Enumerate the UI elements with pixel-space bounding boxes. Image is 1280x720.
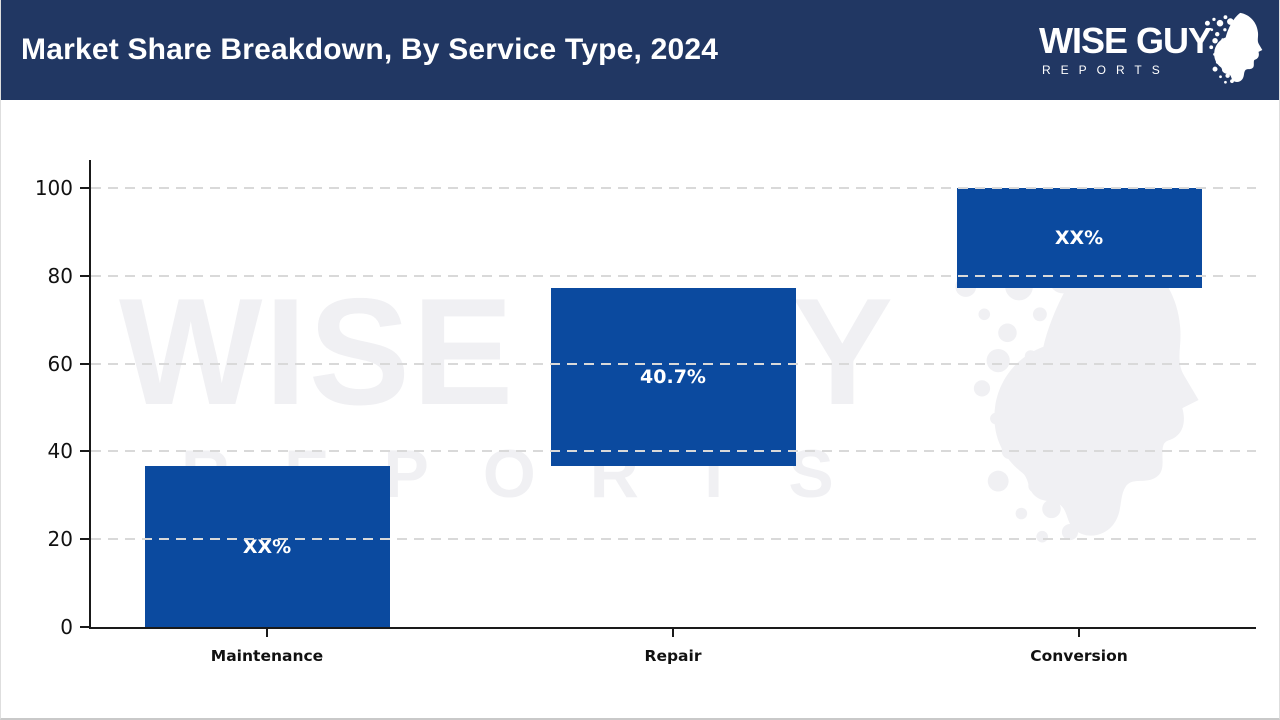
y-axis-label: 80	[47, 263, 73, 288]
header: Market Share Breakdown, By Service Type,…	[1, 0, 1279, 100]
y-axis-label: 20	[47, 527, 73, 552]
y-axis-label: 100	[34, 176, 73, 200]
bar-value-label: XX%	[1054, 226, 1104, 249]
bar-value-label: XX%	[242, 535, 292, 558]
x-axis-label: Maintenance	[210, 647, 324, 665]
bar-maintenance: XX%	[144, 466, 390, 627]
x-axis-tick	[266, 629, 268, 637]
y-axis-label: 40	[47, 439, 73, 464]
x-axis-label: Repair	[644, 647, 702, 665]
y-axis-label: 60	[47, 351, 73, 376]
gridline	[91, 274, 1256, 277]
y-axis-tick	[80, 626, 89, 628]
y-axis-tick	[80, 538, 89, 541]
plot-area: 0 20 40 60 80 100 XX% Maintenance 40.7% Repair XX%…	[35, 160, 1256, 665]
x-axis-tick	[672, 629, 674, 637]
logo-face-icon	[1199, 9, 1265, 91]
bar-repair: 40.7%	[550, 287, 796, 467]
x-axis-label: Conversion	[1030, 647, 1128, 665]
bar-value-label: 40.7%	[640, 365, 706, 388]
gridline	[91, 450, 1256, 453]
logo-wordmark: WISE GUY	[1038, 20, 1212, 61]
y-axis-tick	[80, 362, 89, 365]
logo-text: WISE GUY REPORTS	[1038, 20, 1212, 78]
y-axis-tick	[80, 274, 89, 277]
wiseguy-logo: WISE GUY REPORTS	[1039, 8, 1265, 92]
y-axis-label: 0	[60, 615, 73, 639]
x-axis-tick	[1078, 629, 1080, 637]
gridline	[91, 187, 1256, 189]
gridline	[91, 538, 1256, 541]
bar-conversion: XX%	[956, 188, 1202, 288]
y-axis-tick	[80, 187, 89, 189]
gridline	[91, 362, 1256, 365]
y-axis-tick	[80, 450, 89, 453]
logo-subtitle: REPORTS	[1041, 63, 1170, 77]
page-title: Market Share Breakdown, By Service Type,…	[21, 33, 719, 66]
